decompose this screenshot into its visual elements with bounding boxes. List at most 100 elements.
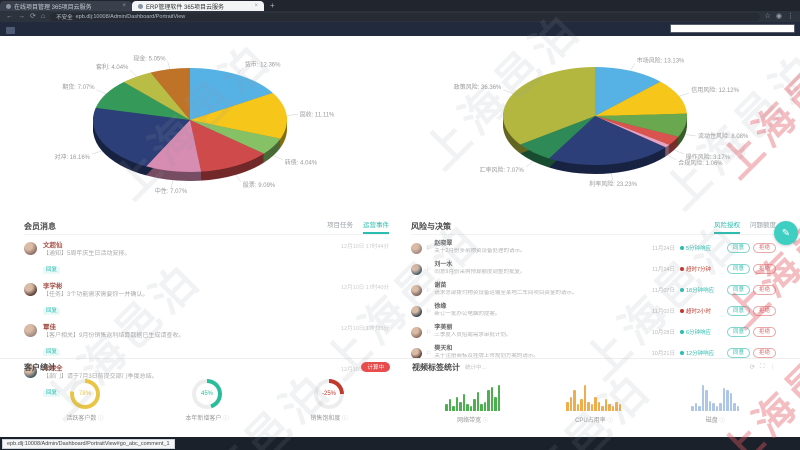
tab-close-icon[interactable]: × <box>122 3 126 9</box>
agree-button[interactable]: 同意 <box>726 327 750 337</box>
member-messages-panel: 会员消息 项目任务 运营事件 文超仙 【通知】5周年庆生日活动安排。 回复 12月10日… <box>24 218 389 397</box>
agree-button[interactable]: 同意 <box>726 264 750 274</box>
gauge-ring[interactable]: -25% <box>314 379 344 409</box>
bar <box>569 396 573 411</box>
gauge-ring[interactable]: 78% <box>70 379 100 409</box>
pie-slice[interactable] <box>595 116 679 145</box>
pie-charts-row: 货币: 12.36% 固收: 11.11% 转债: 4.04% 股票: 9.09% 中性… <box>0 38 800 218</box>
info-icon[interactable]: ⓘ <box>98 416 104 422</box>
risk-type-pie-chart[interactable]: 市场风险: 13.13% 信用风险: 12.12% 流动性风险: 8.08% 操作风险… <box>400 38 800 218</box>
pie-slice[interactable] <box>190 120 281 154</box>
avatar <box>24 324 37 337</box>
mini-chart-cell: 磁盘 ⓘ <box>655 379 776 424</box>
gauge-ring[interactable]: 45% <box>192 379 222 409</box>
reject-button[interactable]: 拒绝 <box>752 348 776 358</box>
info-icon[interactable]: ⓘ <box>482 418 489 424</box>
search-input[interactable] <box>670 24 795 33</box>
pie-slice[interactable] <box>95 82 190 120</box>
bar <box>698 405 701 411</box>
back-icon[interactable]: ← <box>6 13 13 20</box>
refresh-icon[interactable]: ⟳ <box>30 13 36 20</box>
browser-tab-1[interactable]: 在线项目管理 365项目云服务 × <box>0 1 132 11</box>
pie-slice[interactable] <box>595 116 670 148</box>
reject-button[interactable]: 拒绝 <box>752 243 776 253</box>
more-icon[interactable]: ⋮ <box>769 364 777 371</box>
asset-allocation-pie-chart[interactable]: 货币: 12.36% 固收: 11.11% 转债: 4.04% 股票: 9.09% 中性… <box>0 38 400 218</box>
tab-close-icon[interactable]: × <box>254 3 258 9</box>
decisions-tab-0[interactable]: 风险授权 <box>714 219 740 234</box>
pie-slice-label: 套利: 4.04% <box>96 63 129 71</box>
bar <box>733 403 736 411</box>
agree-button[interactable]: 同意 <box>726 348 750 358</box>
flag-icon: ⚐ <box>426 287 432 294</box>
reply-link[interactable]: 回复 <box>43 308 61 315</box>
agree-button[interactable]: 同意 <box>726 306 750 316</box>
url-box[interactable]: 不安全 epb.dlj:10008/Admin/Dashboard/Portra… <box>50 12 760 21</box>
forward-icon[interactable]: → <box>18 13 25 20</box>
messages-tab-1[interactable]: 运营事件 <box>363 219 389 234</box>
mini-bar-chart[interactable] <box>566 385 622 411</box>
pie-slice[interactable] <box>190 68 273 120</box>
profile-avatar-icon[interactable]: ◉ <box>775 13 782 20</box>
decisions-tab-1[interactable]: 问题额度 <box>750 221 776 229</box>
avatar <box>24 365 37 378</box>
pie-slice[interactable] <box>150 68 190 120</box>
expand-icon[interactable]: ⛶ <box>759 363 765 370</box>
pie-slice[interactable] <box>595 81 687 116</box>
pie-slice[interactable] <box>549 116 666 165</box>
refresh-icon[interactable]: ⟳ <box>749 364 755 371</box>
favicon-icon <box>6 3 11 9</box>
gauge-value: 45% <box>200 391 213 397</box>
decision-description: 同意9月份采购预算额度调整的批复。 <box>434 269 526 275</box>
pie-slice-label: 政策风险: 36.36% <box>454 83 502 91</box>
reply-link[interactable]: 回复 <box>43 390 61 397</box>
reply-link[interactable]: 回复 <box>43 349 61 356</box>
reject-button[interactable]: 拒绝 <box>752 327 776 337</box>
avatar <box>411 326 422 338</box>
agree-button[interactable]: 同意 <box>726 243 750 253</box>
bar <box>573 389 576 411</box>
avatar <box>411 347 422 359</box>
message-sender-name: 朱映全 <box>43 365 63 372</box>
decision-row: ⚐ 赵晓翠 关于2月份多余物资设备处理的请示。 11月24日 5分钟响应 同意 拒绝 <box>411 240 776 256</box>
pie-slice[interactable] <box>595 113 687 137</box>
mini-bar-chart[interactable] <box>691 385 740 411</box>
decision-requester-name: 樊天和 <box>434 346 453 352</box>
pie-slice[interactable] <box>520 116 595 159</box>
mini-bar-chart[interactable] <box>445 385 501 411</box>
new-tab-button[interactable]: + <box>270 1 275 10</box>
panel-tools: ⟳ ⛶ ⋮ <box>749 363 776 371</box>
pie-slice[interactable] <box>503 67 595 145</box>
pie-slice-label: 中性: 7.07% <box>155 187 188 195</box>
browser-menu-icon[interactable]: ⋮ <box>787 13 794 20</box>
floating-action-button[interactable]: ✎ <box>774 221 798 245</box>
reject-button[interactable]: 拒绝 <box>752 306 776 316</box>
page-header <box>0 22 800 36</box>
collapsed-menu-icon[interactable] <box>6 27 15 34</box>
pie-slice[interactable] <box>146 120 202 172</box>
reject-button[interactable]: 拒绝 <box>752 264 776 274</box>
home-icon[interactable]: ⌂ <box>40 13 46 20</box>
bookmark-star-icon[interactable]: ☆ <box>764 13 771 20</box>
info-icon[interactable]: ⓘ <box>223 416 229 422</box>
pie-slice[interactable] <box>595 67 661 116</box>
info-icon[interactable]: ⓘ <box>342 416 348 422</box>
info-icon[interactable]: ⓘ <box>719 418 725 424</box>
pie-slice[interactable] <box>190 120 264 172</box>
pie-slice[interactable] <box>93 107 190 167</box>
pie-slice[interactable] <box>123 72 190 120</box>
reply-link[interactable]: 回复 <box>43 267 61 274</box>
pie-slice[interactable] <box>190 92 287 139</box>
messages-tab-0[interactable]: 项目任务 <box>327 221 353 229</box>
gauge-label: 本年新增客户 ⓘ <box>185 416 229 422</box>
member-messages-header: 会员消息 项目任务 运营事件 <box>24 218 389 235</box>
reject-button[interactable]: 拒绝 <box>752 285 776 295</box>
flag-icon: ⚐ <box>426 350 432 357</box>
info-icon[interactable]: ⓘ <box>607 418 613 424</box>
message-timestamp: 12月10日 17时40分 <box>341 285 389 291</box>
decision-status: 6分钟响应 <box>685 330 712 336</box>
browser-tab-2[interactable]: ERP管理软件 365项目云服务 × <box>132 1 264 11</box>
bar <box>459 401 462 411</box>
agree-button[interactable]: 同意 <box>726 285 750 295</box>
